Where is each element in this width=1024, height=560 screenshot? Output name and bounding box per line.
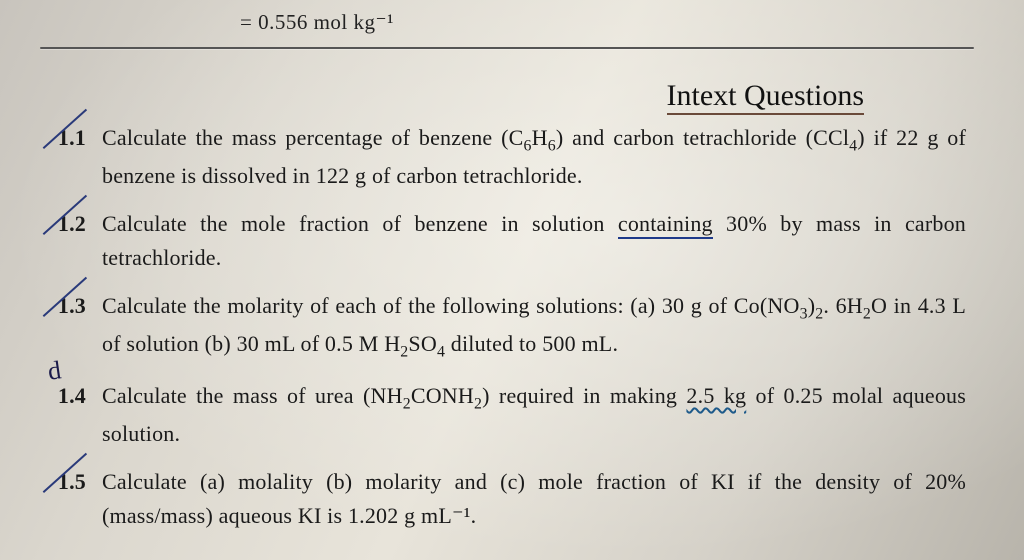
text: Calculate the mole fraction of benzene i… [102,211,618,236]
question-1-2: 1.2 Calculate the mole fraction of benze… [42,207,966,275]
subscript: 2 [863,306,871,323]
subscript: 4 [437,344,445,361]
text: diluted to 500 mL. [445,331,618,356]
question-list: 1.1 Calculate the mass percentage of ben… [30,121,984,533]
text: Calculate the molarity of each of the fo… [102,293,800,318]
subscript: 3 [800,306,808,323]
section-heading: Intext Questions [667,79,864,115]
horizontal-rule [40,47,974,49]
text: Calculate the mass of urea (NH [102,383,403,408]
subscript: 2 [403,395,411,412]
question-body: Calculate the mass percentage of benzene… [102,121,966,193]
text: ) and carbon tetrachloride (CCl [556,125,849,150]
subscript: 2 [474,395,482,412]
text: . 6H [823,293,863,318]
question-body: Calculate the mass of urea (NH2CONH2) re… [102,379,966,451]
subscript: 6 [548,137,556,154]
top-equation-fragment: = 0.556 mol kg⁻¹ [240,10,984,35]
heading-row: Intext Questions [30,79,984,115]
question-1-1: 1.1 Calculate the mass percentage of ben… [42,121,966,193]
wavy-underlined: 2.5 kg [686,383,746,408]
question-body: Calculate the molarity of each of the fo… [102,289,966,365]
text: ) required in making [482,383,686,408]
text: Calculate (a) molality (b) molarity and … [102,469,966,528]
question-1-3: d 1.3 Calculate the molarity of each of … [42,289,966,365]
text: H [532,125,548,150]
text: SO [408,331,437,356]
subscript: 6 [524,137,532,154]
text: CONH [411,383,474,408]
question-1-4: 1.4 Calculate the mass of urea (NH2CONH2… [42,379,966,451]
question-body: Calculate (a) molality (b) molarity and … [102,465,966,533]
question-1-5: 1.5 Calculate (a) molality (b) molarity … [42,465,966,533]
question-number: 1.3 [42,289,90,365]
underlined-word: containing [618,211,713,239]
question-body: Calculate the mole fraction of benzene i… [102,207,966,275]
text: Calculate the mass percentage of benzene… [102,125,524,150]
textbook-page: = 0.556 mol kg⁻¹ Intext Questions 1.1 Ca… [0,0,1024,560]
question-number: 1.5 [42,465,90,533]
